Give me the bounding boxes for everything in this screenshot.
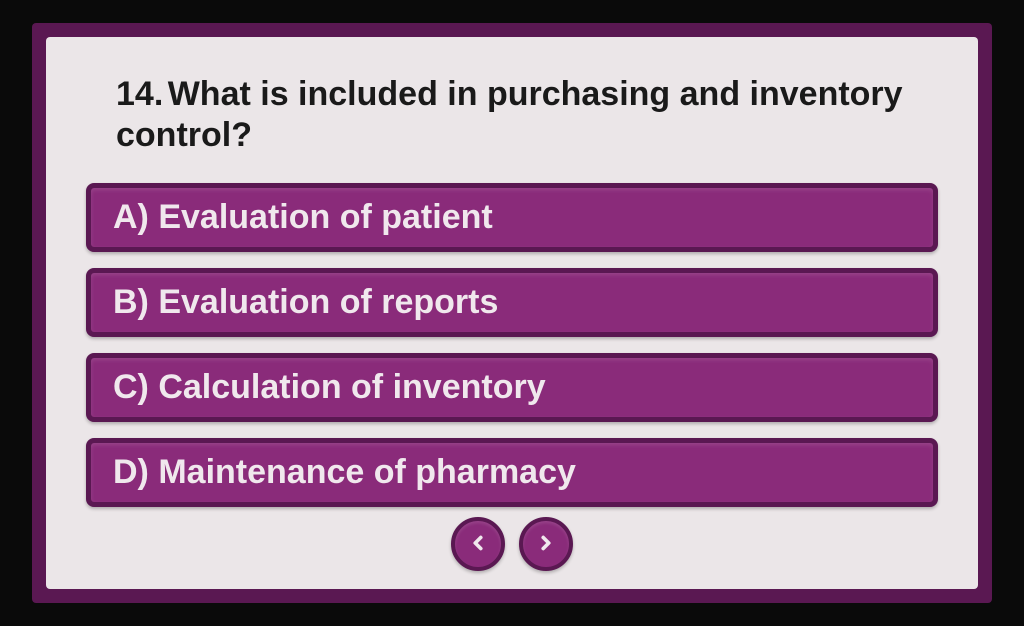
option-a[interactable]: A) Evaluation of patient (86, 183, 938, 252)
question-number: 14. (116, 75, 163, 113)
option-letter: D) (113, 453, 149, 491)
question-text-line2: control? (116, 116, 938, 155)
chevron-right-icon (535, 532, 557, 557)
chevron-left-icon (467, 532, 489, 557)
question-text-line1: What is included in purchasing and inven… (168, 75, 903, 113)
option-label: Maintenance of pharmacy (158, 453, 576, 491)
option-d[interactable]: D) Maintenance of pharmacy (86, 438, 938, 507)
option-letter: A) (113, 198, 149, 236)
option-letter: C) (113, 368, 149, 406)
option-label: Calculation of inventory (158, 368, 545, 406)
option-letter: B) (113, 283, 149, 321)
question-block: 14. What is included in purchasing and i… (86, 75, 938, 155)
next-button[interactable] (519, 517, 573, 571)
quiz-card: 14. What is included in purchasing and i… (46, 37, 978, 589)
nav-row (86, 517, 938, 571)
question-line-1: 14. What is included in purchasing and i… (116, 92, 903, 109)
options-list: A) Evaluation of patient B) Evaluation o… (86, 183, 938, 507)
option-label: Evaluation of patient (158, 198, 492, 236)
quiz-frame: 14. What is included in purchasing and i… (32, 23, 992, 603)
option-label: Evaluation of reports (158, 283, 498, 321)
option-b[interactable]: B) Evaluation of reports (86, 268, 938, 337)
option-c[interactable]: C) Calculation of inventory (86, 353, 938, 422)
prev-button[interactable] (451, 517, 505, 571)
